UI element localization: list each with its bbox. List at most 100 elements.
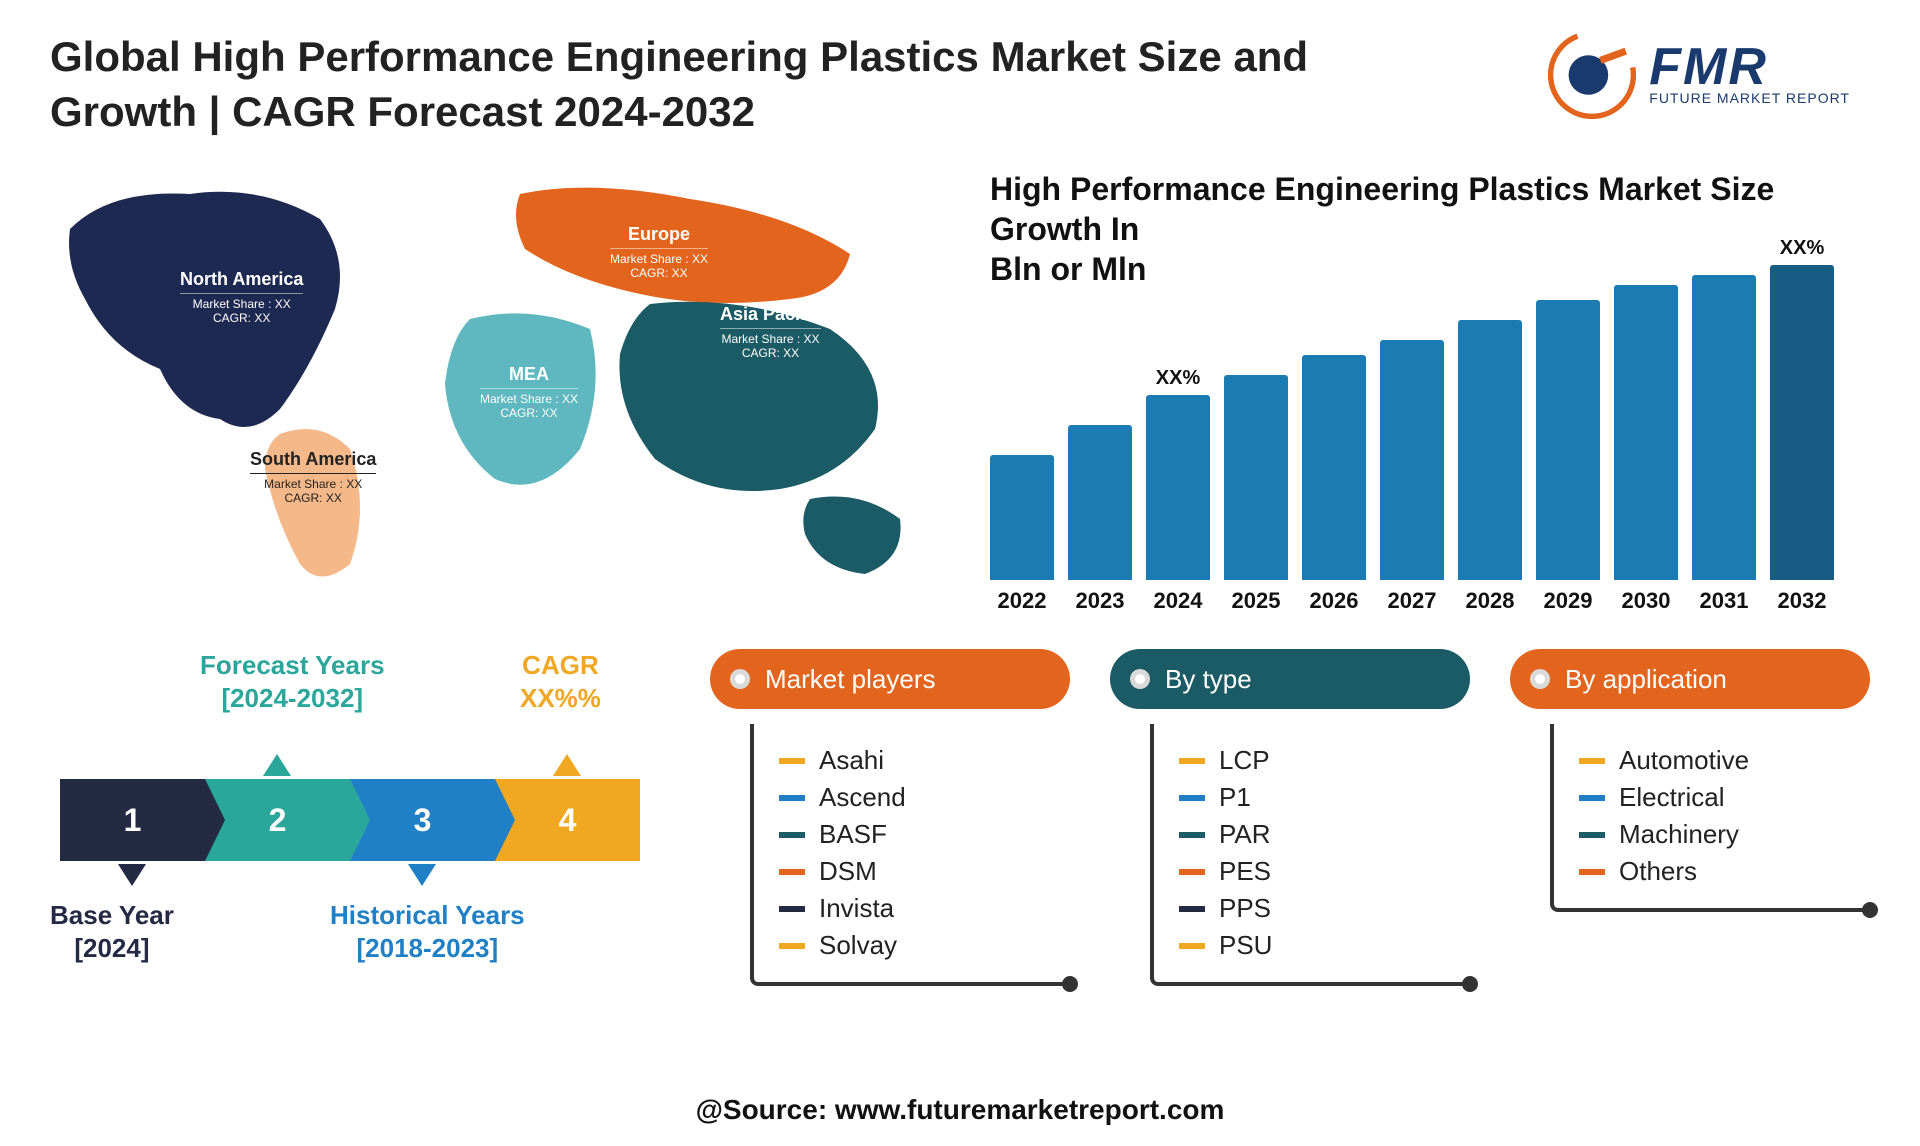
dash-icon: [779, 943, 805, 949]
dash-icon: [1579, 758, 1605, 764]
logo-main: FMR: [1649, 44, 1850, 91]
dash-icon: [779, 832, 805, 838]
list-item: BASF: [779, 819, 1070, 850]
category-list: LCPP1PARPESPPSPSU: [1150, 724, 1470, 986]
bar: [1458, 320, 1522, 580]
list-item-label: DSM: [819, 856, 877, 887]
bar: [1224, 375, 1288, 580]
timeline-label: Historical Years[2018-2023]: [330, 899, 525, 964]
dash-icon: [1179, 869, 1205, 875]
bar-year-label: 2027: [1388, 588, 1437, 614]
dash-icon: [1179, 795, 1205, 801]
bar-year-label: 2032: [1778, 588, 1827, 614]
dash-icon: [1179, 906, 1205, 912]
bar-annotation: XX%: [1780, 237, 1824, 260]
list-item-label: Ascend: [819, 782, 906, 813]
chart-title: High Performance Engineering Plastics Ma…: [990, 169, 1870, 289]
bar-year-label: 2022: [998, 588, 1047, 614]
chart-bars: 2022 2023 XX%20242025 2026 2027 2028 2029 2030 2…: [990, 299, 1870, 614]
list-item: Electrical: [1579, 782, 1870, 813]
dash-icon: [1179, 832, 1205, 838]
bar-chart: High Performance Engineering Plastics Ma…: [990, 169, 1870, 614]
bar-column: 2028: [1458, 320, 1522, 614]
category-list: Asahi Ascend BASF DSM Invista Solvay: [750, 724, 1070, 986]
bar-year-label: 2026: [1310, 588, 1359, 614]
bar: [1380, 340, 1444, 580]
dash-icon: [1179, 758, 1205, 764]
bar: [1536, 300, 1600, 580]
arrow-up-icon: [553, 754, 581, 776]
bar-column: 2030: [1614, 285, 1678, 614]
list-item-label: Solvay: [819, 930, 897, 961]
timeline-segment: 1: [60, 779, 205, 861]
bar-column: 2023: [1068, 425, 1132, 614]
dash-icon: [779, 795, 805, 801]
category-block: By applicationAutomotiveElectricalMachin…: [1510, 649, 1870, 986]
list-item: Automotive: [1579, 745, 1870, 776]
list-item-label: Invista: [819, 893, 894, 924]
list-item-label: LCP: [1219, 745, 1270, 776]
timeline-label: CAGRXX%%: [520, 649, 601, 714]
timeline-segment: 4: [495, 779, 640, 861]
category-header: By application: [1510, 649, 1870, 709]
category-block: Market playersAsahiAscendBASFDSMInvistaS…: [710, 649, 1070, 986]
list-item: Others: [1579, 856, 1870, 887]
bar: XX%: [1770, 265, 1834, 580]
list-item-label: PES: [1219, 856, 1271, 887]
bar: [1614, 285, 1678, 580]
list-item-label: Automotive: [1619, 745, 1749, 776]
bar-column: 2022: [990, 455, 1054, 614]
dash-icon: [1579, 869, 1605, 875]
bar-column: XX%2024: [1146, 395, 1210, 614]
bar-column: 2031: [1692, 275, 1756, 614]
list-item: Invista: [779, 893, 1070, 924]
bar: XX%: [1146, 395, 1210, 580]
bar-year-label: 2023: [1076, 588, 1125, 614]
timeline-segment: 2: [205, 779, 350, 861]
category-title: By application: [1565, 664, 1727, 695]
bar-column: 2027: [1380, 340, 1444, 614]
region-label: North AmericaMarket Share : XXCAGR: XX: [180, 269, 303, 325]
list-item-label: Others: [1619, 856, 1697, 887]
list-item-label: BASF: [819, 819, 887, 850]
list-item: PES: [1179, 856, 1470, 887]
bar-year-label: 2028: [1466, 588, 1515, 614]
timeline-bar: 1234: [60, 779, 640, 861]
category-block: By typeLCPP1PARPESPPSPSU: [1110, 649, 1470, 986]
list-item-label: P1: [1219, 782, 1251, 813]
bullet-icon: [730, 669, 750, 689]
bar-column: XX% 2032: [1770, 265, 1834, 614]
category-header: By type: [1110, 649, 1470, 709]
list-item-label: Asahi: [819, 745, 884, 776]
category-title: By type: [1165, 664, 1252, 695]
list-item: Solvay: [779, 930, 1070, 961]
list-item: PAR: [1179, 819, 1470, 850]
arrow-up-icon: [263, 754, 291, 776]
world-map: North AmericaMarket Share : XXCAGR: XXSo…: [50, 169, 950, 589]
list-item-label: Electrical: [1619, 782, 1724, 813]
page-title: Global High Performance Engineering Plas…: [50, 30, 1400, 139]
dash-icon: [1579, 795, 1605, 801]
bar-year-label: 2030: [1622, 588, 1671, 614]
bar-year-label: 2029: [1544, 588, 1593, 614]
list-item: LCP: [1179, 745, 1470, 776]
bar-column: 2025: [1224, 375, 1288, 614]
list-item: P1: [1179, 782, 1470, 813]
region-label: Asia PacificMarket Share : XXCAGR: XX: [720, 304, 821, 360]
bullet-icon: [1530, 669, 1550, 689]
dash-icon: [779, 869, 805, 875]
timeline-segment: 3: [350, 779, 495, 861]
bar: [1302, 355, 1366, 580]
list-item: Asahi: [779, 745, 1070, 776]
source-attribution: @Source: www.futuremarketreport.com: [696, 1094, 1225, 1126]
bar-annotation: XX%: [1156, 367, 1200, 390]
logo-sub: FUTURE MARKET REPORT: [1649, 90, 1850, 106]
arrow-down-icon: [118, 864, 146, 886]
logo: FMR FUTURE MARKET REPORT: [1547, 30, 1850, 120]
bar-year-label: 2031: [1700, 588, 1749, 614]
dash-icon: [779, 758, 805, 764]
list-item: Ascend: [779, 782, 1070, 813]
timeline-label: Base Year[2024]: [50, 899, 174, 964]
dash-icon: [779, 906, 805, 912]
list-item: PPS: [1179, 893, 1470, 924]
